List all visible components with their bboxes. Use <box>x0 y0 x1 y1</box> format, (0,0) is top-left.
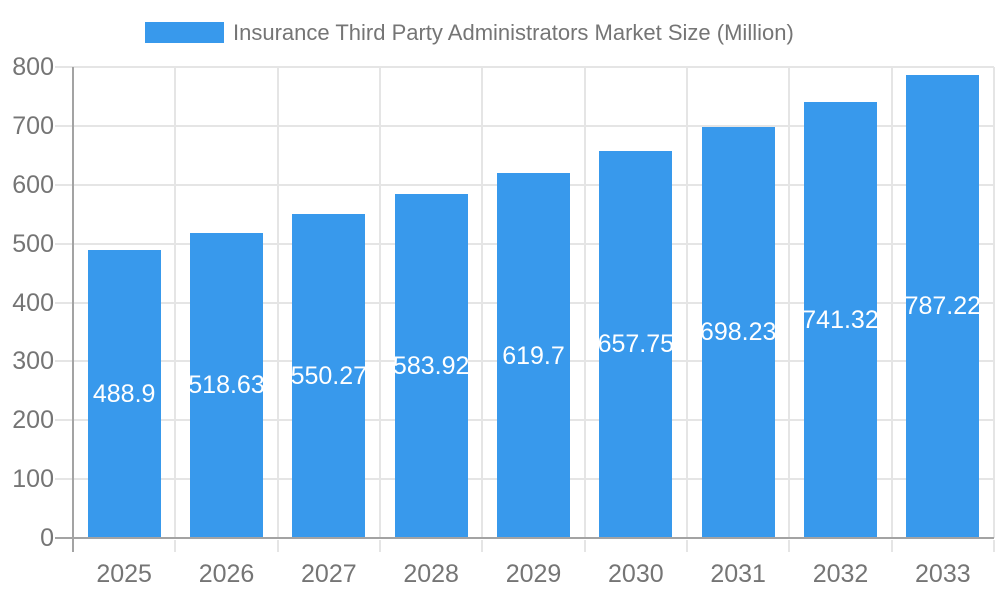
bar-value-label: 518.63 <box>188 371 265 400</box>
bar-value-label: 698.23 <box>699 318 777 347</box>
y-tick-label: 0 <box>40 524 54 552</box>
x-axis-tick <box>890 540 893 552</box>
bar-2025[interactable] <box>87 250 161 538</box>
y-tick-label: 500 <box>12 229 54 258</box>
bar-value-label: 657.75 <box>597 330 675 359</box>
y-axis-tick <box>55 242 73 245</box>
x-axis-tick <box>583 540 586 552</box>
x-axis-tick <box>788 540 791 552</box>
v-gridline <box>379 67 381 538</box>
v-gridline <box>276 67 279 538</box>
y-tick-label: 100 <box>12 465 54 494</box>
v-gridline <box>993 67 995 538</box>
y-axis-tick <box>55 419 73 422</box>
x-tick-label: 2028 <box>403 560 459 588</box>
y-tick-label: 800 <box>12 53 54 81</box>
y-tick-label: 400 <box>12 288 54 317</box>
y-tick-label: 600 <box>12 170 54 199</box>
bar-2032[interactable] <box>804 101 877 538</box>
h-gridline <box>73 66 994 68</box>
x-axis-tick <box>481 540 484 552</box>
y-axis-tick <box>55 66 73 68</box>
x-axis-tick <box>276 540 279 552</box>
bar-2031[interactable] <box>701 126 775 538</box>
y-axis-tick <box>55 183 73 186</box>
bar-value-label: 583.92 <box>392 352 470 381</box>
v-gridline <box>788 67 791 538</box>
x-tick-label: 2031 <box>710 560 766 588</box>
bar-2030[interactable] <box>599 150 673 538</box>
legend-label: Insurance Third Party Administrators Mar… <box>233 20 794 45</box>
x-axis-tick <box>686 540 688 552</box>
x-tick-label: 2027 <box>301 560 357 588</box>
x-tick-label: 2033 <box>915 560 971 588</box>
v-gridline <box>174 67 177 538</box>
bar-2033[interactable] <box>906 74 980 538</box>
bar-value-label: 787.22 <box>904 292 982 321</box>
x-tick-label: 2030 <box>608 560 664 588</box>
v-gridline <box>583 67 586 538</box>
x-axis-tick <box>993 540 995 552</box>
bar-value-label: 619.7 <box>502 341 565 370</box>
bar-value-label: 741.32 <box>802 305 879 334</box>
x-tick-label: 2029 <box>505 560 562 588</box>
v-gridline <box>481 67 484 538</box>
v-gridline <box>686 67 688 538</box>
y-axis-line <box>72 67 74 552</box>
x-axis-tick <box>379 540 381 552</box>
x-tick-label: 2032 <box>812 560 869 588</box>
y-tick-label: 200 <box>12 406 54 435</box>
bar-value-label: 488.9 <box>92 380 156 409</box>
bar-2026[interactable] <box>190 232 263 538</box>
chart-legend[interactable]: Insurance Third Party Administrators Mar… <box>145 20 794 45</box>
x-tick-label: 2026 <box>198 560 255 588</box>
y-tick-label: 700 <box>12 111 54 140</box>
bar-2028[interactable] <box>394 194 468 538</box>
x-axis-tick <box>174 540 177 552</box>
y-axis-tick <box>55 360 73 363</box>
legend-swatch-icon <box>145 22 224 43</box>
y-axis-tick <box>55 478 73 481</box>
y-axis-tick <box>55 124 73 127</box>
bar-value-label: 550.27 <box>290 362 368 390</box>
x-axis-line <box>55 537 994 539</box>
bar-2029[interactable] <box>497 173 570 538</box>
v-gridline <box>890 67 893 538</box>
y-axis-tick <box>55 301 73 304</box>
y-tick-label: 300 <box>12 347 54 376</box>
x-tick-label: 2025 <box>96 560 152 588</box>
bar-2027[interactable] <box>292 214 366 538</box>
